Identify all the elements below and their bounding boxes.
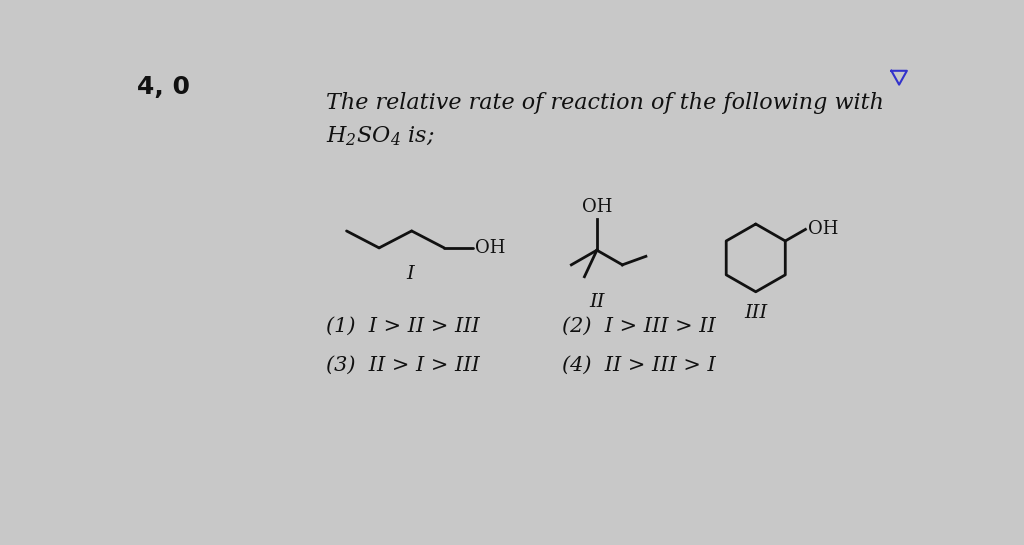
Text: OH: OH — [475, 239, 506, 257]
Text: $\mathregular{H_2SO_4}$ is;: $\mathregular{H_2SO_4}$ is; — [326, 125, 434, 148]
Text: (3)  II > I > III: (3) II > I > III — [326, 356, 479, 375]
Text: (2)  I > III > II: (2) I > III > II — [562, 317, 716, 336]
Text: (4)  II > III > I: (4) II > III > I — [562, 356, 716, 375]
Text: 4, 0: 4, 0 — [137, 75, 190, 99]
Text: I: I — [407, 265, 414, 283]
Text: OH: OH — [808, 220, 838, 238]
Text: II: II — [589, 293, 604, 311]
Text: The relative rate of reaction of the following with: The relative rate of reaction of the fol… — [326, 92, 884, 114]
Text: OH: OH — [582, 198, 612, 216]
Text: III: III — [744, 304, 767, 322]
Text: (1)  I > II > III: (1) I > II > III — [326, 317, 479, 336]
